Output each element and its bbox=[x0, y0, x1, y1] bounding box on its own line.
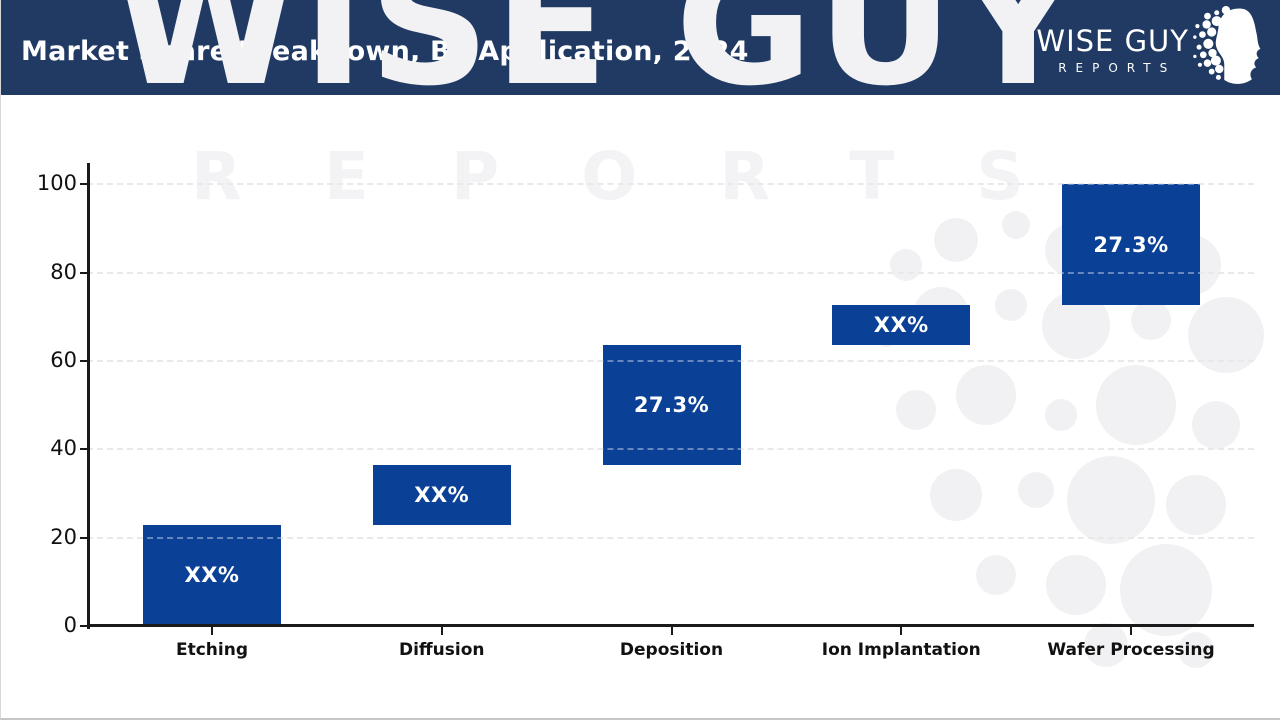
bar-etching: XX% bbox=[143, 524, 281, 626]
bar-wafer-processing: 27.3% bbox=[1062, 184, 1200, 305]
y-tick-label: 80 bbox=[50, 259, 77, 284]
gridline-overlay bbox=[87, 536, 1254, 539]
bar-value-label: XX% bbox=[414, 483, 470, 508]
y-tick-mark bbox=[80, 183, 87, 186]
y-tick-label: 40 bbox=[50, 436, 77, 461]
x-category-label: Diffusion bbox=[398, 640, 485, 660]
x-category-label: Deposition bbox=[619, 640, 724, 660]
gridline-overlay bbox=[87, 183, 1254, 186]
bar-value-label: 27.3% bbox=[1093, 232, 1169, 257]
gridline bbox=[87, 271, 1254, 274]
bar-value-label: 27.3% bbox=[633, 393, 710, 418]
y-tick-mark bbox=[80, 359, 87, 362]
x-category-label: Etching bbox=[175, 640, 249, 660]
y-tick-label: 0 bbox=[63, 613, 77, 637]
x-tick-mark bbox=[211, 627, 213, 635]
brand-logo: WISE GUY REPORTS bbox=[1036, 24, 1189, 75]
y-tick-mark bbox=[80, 625, 87, 627]
brand-logo-text: WISE GUY bbox=[1036, 24, 1189, 58]
chart-title: Market Share Breakdown, By Application, … bbox=[21, 36, 749, 67]
y-tick-label: 20 bbox=[50, 524, 77, 549]
bar-diffusion: XX% bbox=[372, 465, 511, 525]
y-tick-mark bbox=[80, 271, 87, 274]
header-bar: Market Share Breakdown, By Application, … bbox=[1, 0, 1280, 95]
y-tick-mark bbox=[80, 536, 87, 539]
watermark-text: WISE GUY bbox=[113, 0, 1084, 123]
gridline-overlay bbox=[87, 271, 1254, 274]
y-axis-line bbox=[87, 163, 90, 629]
watermark-subtext: REPORTS bbox=[191, 138, 1106, 215]
x-tick-mark bbox=[900, 627, 903, 635]
gridline bbox=[87, 536, 1254, 539]
y-tick-label: 60 bbox=[50, 347, 77, 372]
x-category-label: Wafer Processing bbox=[1047, 640, 1215, 660]
bar-value-label: XX% bbox=[873, 312, 929, 337]
brand-head-icon bbox=[1193, 6, 1261, 84]
bar-ion-implantation: XX% bbox=[832, 304, 971, 346]
x-axis-line bbox=[87, 624, 1254, 627]
gridline-overlay bbox=[87, 448, 1254, 451]
bar-deposition: 27.3% bbox=[602, 345, 741, 466]
gridline bbox=[87, 183, 1254, 186]
x-category-label: Ion Implantation bbox=[821, 640, 981, 660]
x-tick-mark bbox=[440, 627, 443, 635]
y-tick-label: 100 bbox=[36, 171, 77, 196]
y-tick-mark bbox=[80, 448, 87, 451]
x-tick-mark bbox=[670, 627, 673, 635]
brand-logo-subtext: REPORTS bbox=[1058, 61, 1177, 75]
bar-value-label: XX% bbox=[184, 563, 240, 588]
gridline-overlay bbox=[87, 359, 1254, 362]
x-tick-mark bbox=[1130, 627, 1132, 635]
